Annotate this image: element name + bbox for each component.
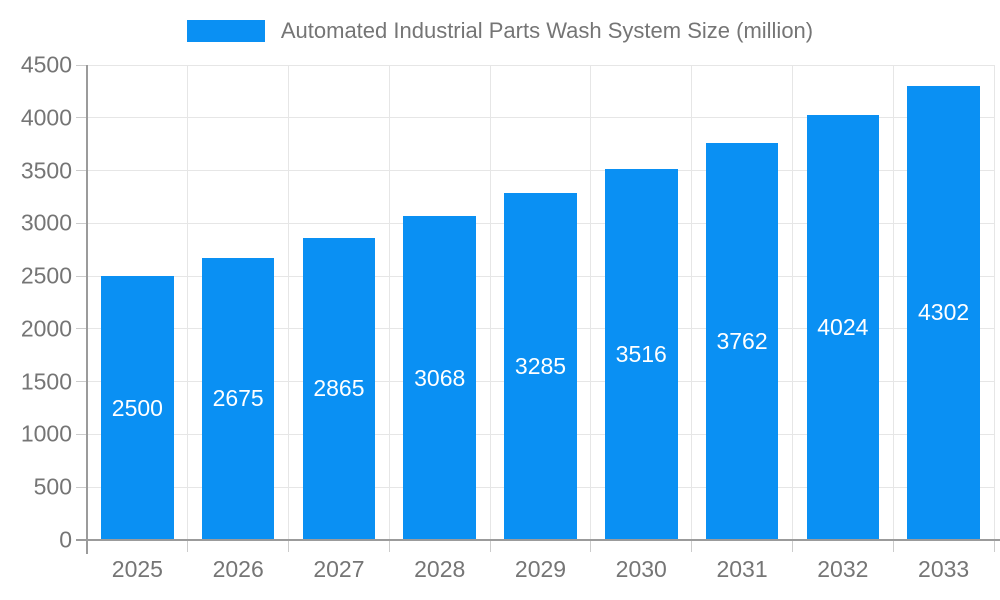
x-tick-mark	[187, 540, 189, 552]
x-tick-mark	[892, 540, 894, 552]
x-axis-label: 2028	[414, 556, 466, 582]
legend-label: Automated Industrial Parts Wash System S…	[280, 18, 814, 43]
bar-value-label: 2675	[212, 385, 264, 412]
gridline-h	[87, 64, 994, 66]
legend: Automated Industrial Parts Wash System S…	[0, 16, 1000, 46]
bar-2031[interactable]: 3762	[705, 142, 779, 540]
x-tick-mark	[993, 540, 995, 552]
gridline-v	[288, 65, 290, 540]
x-tick-mark	[691, 540, 693, 552]
gridline-v	[388, 65, 390, 540]
x-tick-mark	[388, 540, 390, 552]
gridline-v	[993, 65, 995, 540]
gridline-v	[590, 65, 592, 540]
bar-value-label: 2500	[111, 394, 163, 421]
y-tick-mark	[76, 64, 87, 66]
bar-2027[interactable]: 2865	[302, 237, 376, 540]
gridline-v	[187, 65, 189, 540]
y-axis-label: 1000	[20, 420, 72, 447]
x-axis-label: 2027	[313, 556, 365, 582]
y-tick-mark	[76, 381, 87, 383]
plot-area: 2500 2675 2865 3068 3285 3516 3762 4024 4302	[87, 64, 995, 540]
y-tick-mark	[76, 275, 87, 277]
x-axis-label: 2029	[514, 556, 567, 582]
y-axis-label: 4000	[20, 104, 72, 131]
bar-2033[interactable]: 4302	[907, 85, 980, 540]
y-axis-label: 0	[59, 526, 72, 553]
bar-value-label: 3285	[514, 353, 567, 380]
bar-value-label: 2865	[313, 375, 365, 402]
y-axis-label: 4500	[20, 51, 72, 78]
x-tick-mark	[489, 540, 491, 552]
gridline-v	[791, 65, 793, 540]
y-tick-mark	[76, 222, 87, 224]
gridline-v	[892, 65, 894, 540]
y-tick-mark	[76, 486, 87, 488]
y-axis-label: 3000	[20, 209, 72, 236]
y-tick-mark	[76, 433, 87, 435]
x-axis-line	[76, 539, 1000, 541]
x-tick-mark	[590, 540, 592, 552]
y-axis-line	[86, 65, 88, 554]
x-axis-label: 2025	[111, 556, 163, 582]
bar-2025[interactable]: 2500	[101, 276, 174, 540]
bar-value-label: 4024	[817, 314, 869, 341]
y-tick-mark	[76, 117, 87, 119]
bar-2026[interactable]: 2675	[201, 257, 275, 540]
x-axis-label: 2033	[918, 556, 970, 582]
bar-2032[interactable]: 4024	[806, 115, 880, 540]
gridline-h	[87, 117, 994, 119]
bar-2029[interactable]: 3285	[504, 193, 577, 540]
y-tick-mark	[76, 170, 87, 172]
legend-swatch-icon	[186, 20, 265, 42]
y-tick-mark	[76, 328, 87, 330]
legend-item[interactable]: Automated Industrial Parts Wash System S…	[186, 18, 814, 44]
y-axis-label: 3500	[20, 157, 72, 184]
x-axis-label: 2030	[615, 556, 667, 582]
bar-2028[interactable]: 3068	[403, 216, 476, 540]
bar-value-label: 4302	[918, 299, 970, 326]
bar-value-label: 3068	[414, 364, 466, 391]
x-axis-label: 2026	[212, 556, 264, 582]
bar-value-label: 3516	[615, 340, 667, 367]
gridline-v	[489, 65, 491, 540]
y-axis-label: 2000	[20, 315, 72, 342]
y-axis-label: 500	[33, 473, 72, 500]
gridline-h	[87, 170, 994, 172]
bar-value-label: 3762	[716, 327, 768, 354]
y-axis-label: 2500	[20, 262, 72, 289]
bar-2030[interactable]: 3516	[604, 168, 678, 540]
x-tick-mark	[791, 540, 793, 552]
x-axis-label: 2032	[817, 556, 869, 582]
y-axis-label: 1500	[20, 368, 72, 395]
gridline-v	[691, 65, 693, 540]
x-tick-mark	[288, 540, 290, 552]
x-axis-label: 2031	[716, 556, 768, 582]
